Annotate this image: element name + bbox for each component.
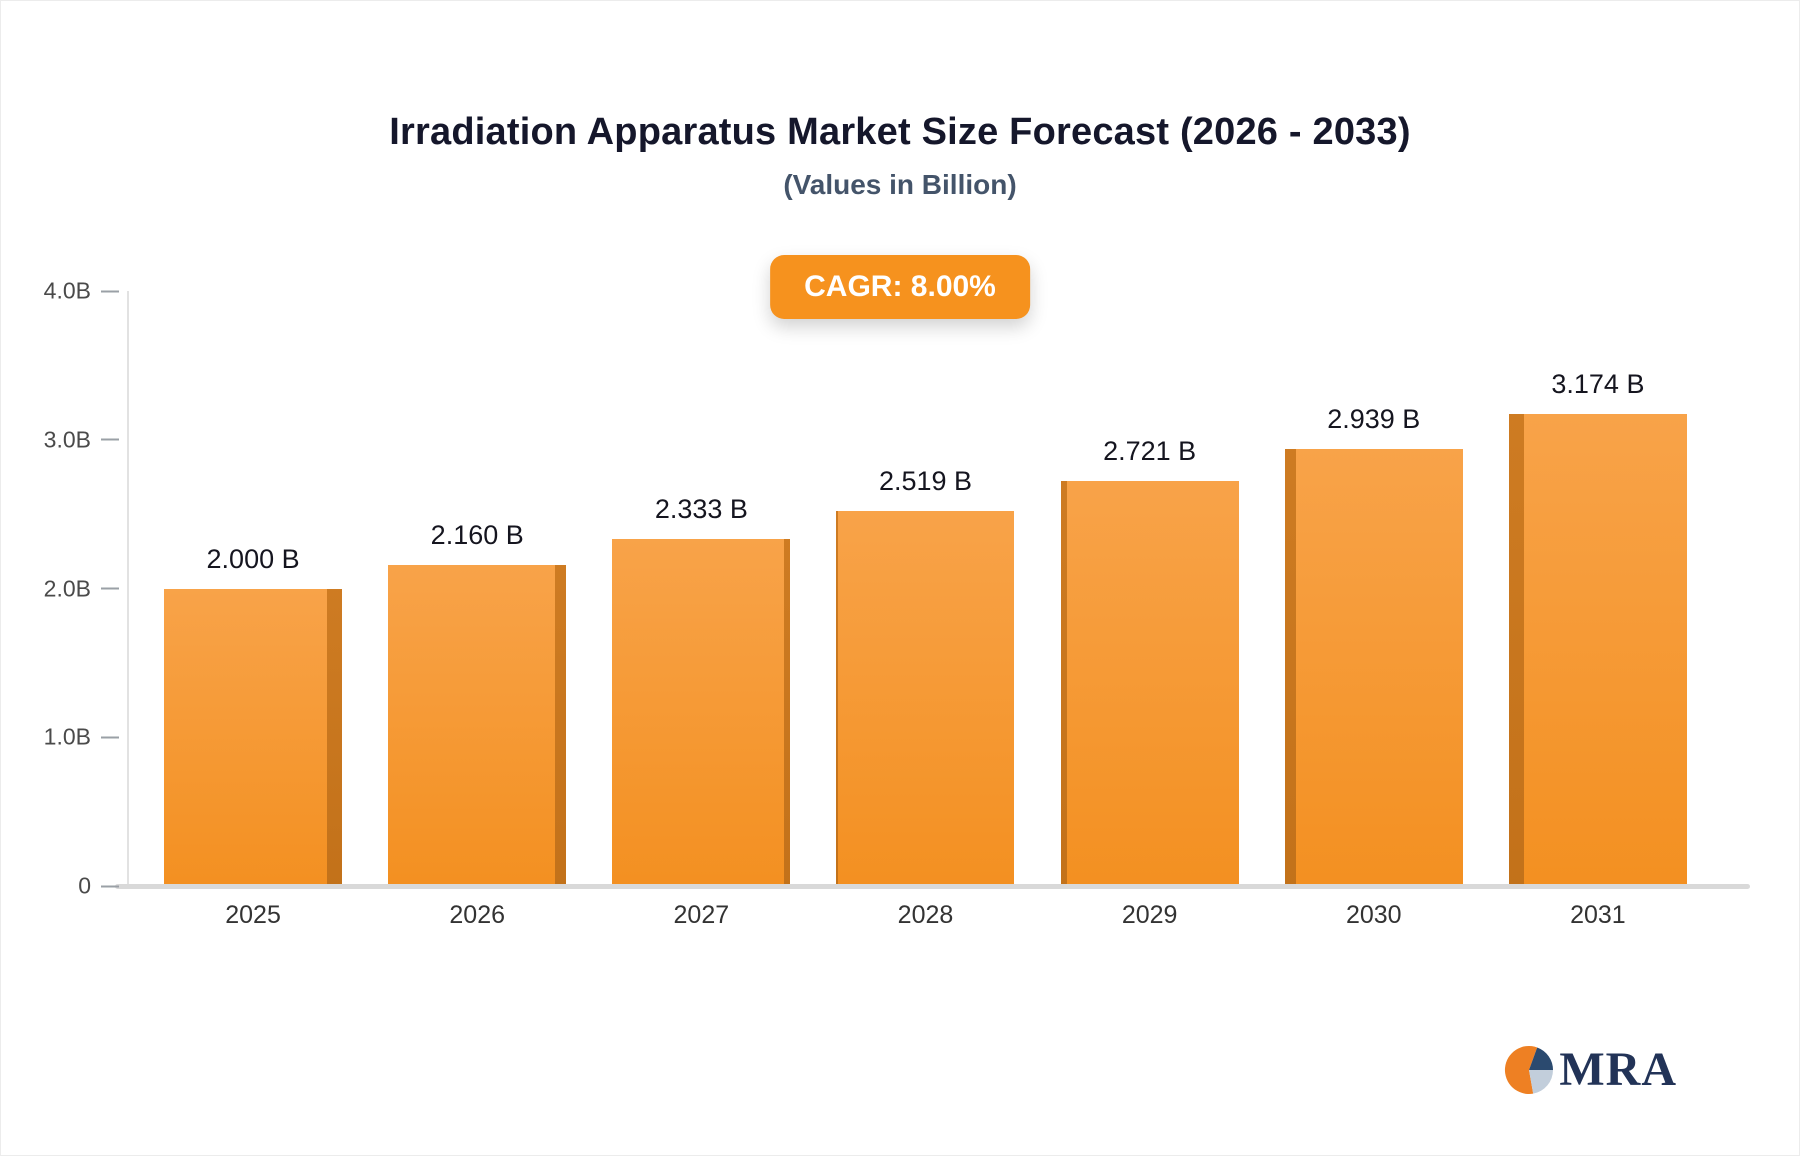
x-axis-label: 2027 <box>673 901 730 929</box>
y-tick-mark <box>101 438 119 441</box>
category-row: 2025 2026 2027 2028 2029 2030 2031 <box>141 901 1710 930</box>
y-tick-label: 4.0B <box>43 277 91 304</box>
bar-side-face <box>1284 448 1296 886</box>
chart-area: 2.000 B 2.160 B 2.333 B 2.519 B 2.721 B 2.939… <box>44 278 1750 899</box>
bar-value-label: 2.939 B <box>1327 403 1421 434</box>
logo-pie-orange <box>1505 1045 1538 1094</box>
y-tick-label: 2.0B <box>43 575 91 601</box>
bar-slot: 2.939 B <box>1262 291 1486 886</box>
mra-logo: MRA <box>1503 1042 1677 1097</box>
y-tick-mark <box>101 587 119 590</box>
bar-2031 <box>1508 413 1687 886</box>
bar-value-label: 2.160 B <box>430 519 524 550</box>
bar-side-face <box>836 511 839 886</box>
bar-side-face <box>555 564 567 886</box>
bar-slot: 2.160 B <box>365 291 589 886</box>
bar-side-face <box>1508 413 1525 886</box>
x-axis-label: 2025 <box>225 901 281 929</box>
bar-side-face <box>783 538 791 886</box>
bar-value-label: 2.721 B <box>1103 436 1197 467</box>
x-axis-line <box>115 884 1750 889</box>
bar-2029 <box>1060 481 1239 886</box>
y-tick-label: 1.0B <box>43 723 91 750</box>
bar-slot: 2.519 B <box>813 291 1037 886</box>
cagr-badge: CAGR: 8.00% <box>770 255 1030 319</box>
bar-value-label: 2.519 B <box>878 466 973 497</box>
mra-logo-text: MRA <box>1559 1043 1677 1096</box>
y-tick-label: 3.0B <box>43 426 91 453</box>
y-tick-mark <box>101 290 119 292</box>
bar-value-label: 3.174 B <box>1551 368 1645 399</box>
bar-2030 <box>1284 448 1463 886</box>
y-tick: 2.0B <box>5 575 119 602</box>
bar-slot: 2.333 B <box>589 291 813 886</box>
bar-side-face <box>1060 481 1068 886</box>
chart-title: Irradiation Apparatus Market Size Foreca… <box>389 111 1411 153</box>
x-axis-label: 2028 <box>897 901 954 929</box>
y-tick-label: 0 <box>78 872 91 899</box>
logo-pie-light <box>1529 1069 1554 1094</box>
bar-slot: 2.000 B <box>141 291 365 886</box>
bar-2026 <box>388 564 567 886</box>
bar-2027 <box>612 538 791 886</box>
bar-slot: 3.174 B <box>1486 291 1710 886</box>
chart-subtitle: (Values in Billion) <box>783 169 1017 200</box>
y-axis-line <box>127 291 129 886</box>
x-axis-label: 2029 <box>1121 901 1178 929</box>
x-axis-label: 2030 <box>1345 901 1402 929</box>
bar-2028 <box>836 511 1015 886</box>
bar-value-label: 2.000 B <box>206 543 300 574</box>
bar-slot: 2.721 B <box>1038 291 1262 886</box>
logo-pie-navy <box>1529 1046 1554 1070</box>
y-tick-mark <box>101 885 119 887</box>
bar-2025 <box>164 588 343 886</box>
mra-logo-icon <box>1505 1045 1554 1094</box>
y-tick: 0 <box>5 873 119 900</box>
bars-row: 2.000 B 2.160 B 2.333 B 2.519 B 2.721 B 2.939… <box>141 291 1710 886</box>
y-tick: 1.0B <box>5 724 119 751</box>
y-tick: 4.0B <box>5 278 119 305</box>
x-axis-label: 2026 <box>449 901 506 929</box>
bar-value-label: 2.333 B <box>654 493 748 524</box>
x-axis-label: 2031 <box>1570 901 1626 929</box>
y-tick: 3.0B <box>5 426 119 453</box>
y-tick-mark <box>101 736 119 739</box>
bar-side-face <box>326 588 343 886</box>
